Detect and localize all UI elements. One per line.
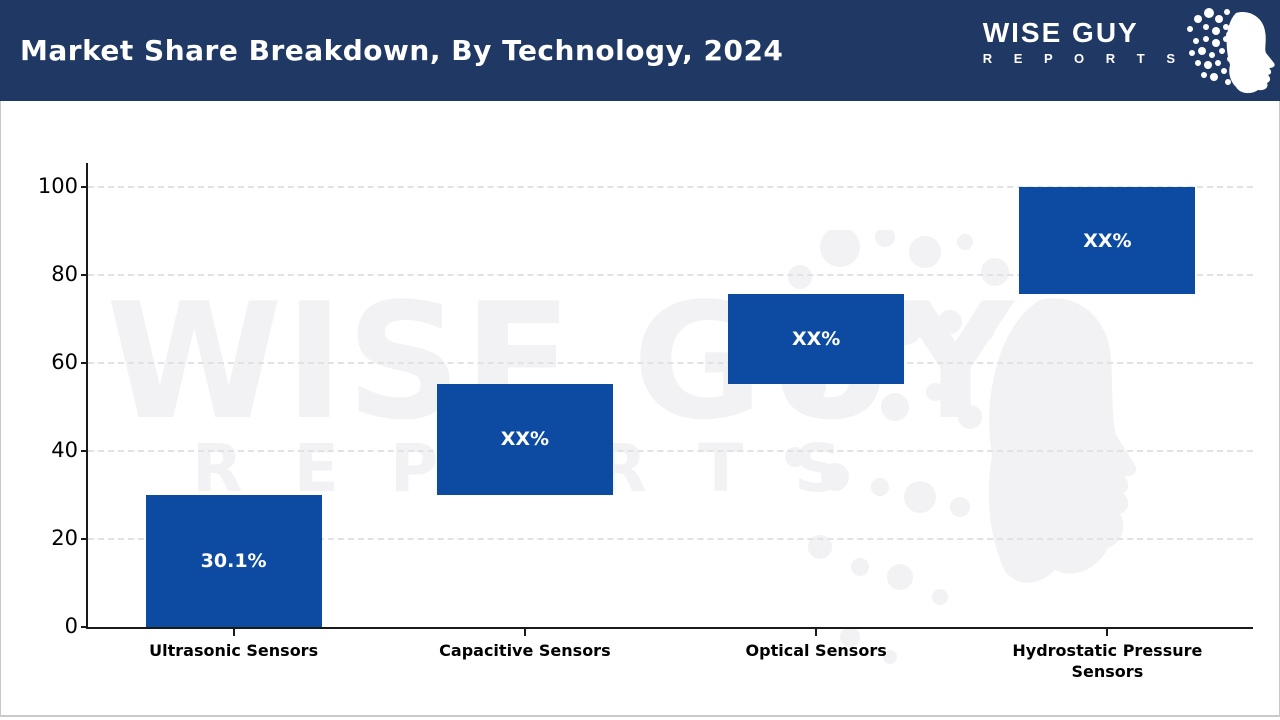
y-gridline bbox=[88, 450, 1253, 452]
x-category-label: Optical Sensors bbox=[745, 641, 887, 660]
bar-value-label: XX% bbox=[1083, 229, 1132, 252]
x-category-label: Hydrostatic Pressure Sensors bbox=[1012, 641, 1203, 681]
x-axis-line bbox=[86, 627, 1253, 629]
y-tick-label: 100 bbox=[37, 174, 78, 198]
bar-value-label: XX% bbox=[500, 428, 550, 451]
x-tick-mark bbox=[815, 629, 818, 636]
header: Market Share Breakdown, By Technology, 2… bbox=[0, 0, 1280, 101]
x-tick-mark bbox=[523, 629, 526, 636]
y-tick-mark bbox=[81, 450, 88, 452]
y-tick-label: 0 bbox=[64, 614, 78, 638]
x-tick-mark bbox=[232, 629, 235, 636]
bar-value-label: XX% bbox=[791, 328, 841, 351]
brand-logo-wordmark: WISE GUY bbox=[982, 17, 1139, 48]
x-tick-mark bbox=[1106, 629, 1109, 636]
brand-face-icon bbox=[1187, 8, 1275, 94]
y-tick-label: 40 bbox=[51, 438, 78, 462]
bar-value-label: 30.1% bbox=[200, 549, 267, 572]
y-tick-mark bbox=[81, 274, 88, 276]
y-gridline bbox=[88, 186, 1253, 188]
y-tick-label: 80 bbox=[51, 262, 78, 286]
y-gridline bbox=[88, 274, 1253, 276]
y-tick-mark bbox=[81, 186, 88, 188]
watermark-face-icon bbox=[782, 230, 1137, 664]
bar-segment: XX% bbox=[1019, 187, 1196, 295]
y-tick-mark bbox=[81, 362, 88, 364]
y-axis-line bbox=[86, 163, 88, 629]
y-tick-mark bbox=[81, 626, 88, 628]
y-tick-label: 20 bbox=[51, 526, 78, 550]
y-tick-mark bbox=[81, 538, 88, 540]
y-gridline bbox=[88, 362, 1253, 364]
x-category-label: Capacitive Sensors bbox=[439, 641, 611, 660]
bar-segment: XX% bbox=[436, 384, 613, 495]
bar-segment: XX% bbox=[728, 294, 905, 385]
y-gridline bbox=[88, 538, 1253, 540]
brand-logo-subtitle: R E P O R T S bbox=[982, 51, 1184, 66]
page-title: Market Share Breakdown, By Technology, 2… bbox=[20, 34, 784, 67]
bar-segment: 30.1% bbox=[145, 494, 322, 627]
y-tick-label: 60 bbox=[51, 350, 78, 374]
brand-logo: WISE GUY R E P O R T S bbox=[982, 17, 1184, 67]
x-category-label: Ultrasonic Sensors bbox=[149, 641, 319, 660]
